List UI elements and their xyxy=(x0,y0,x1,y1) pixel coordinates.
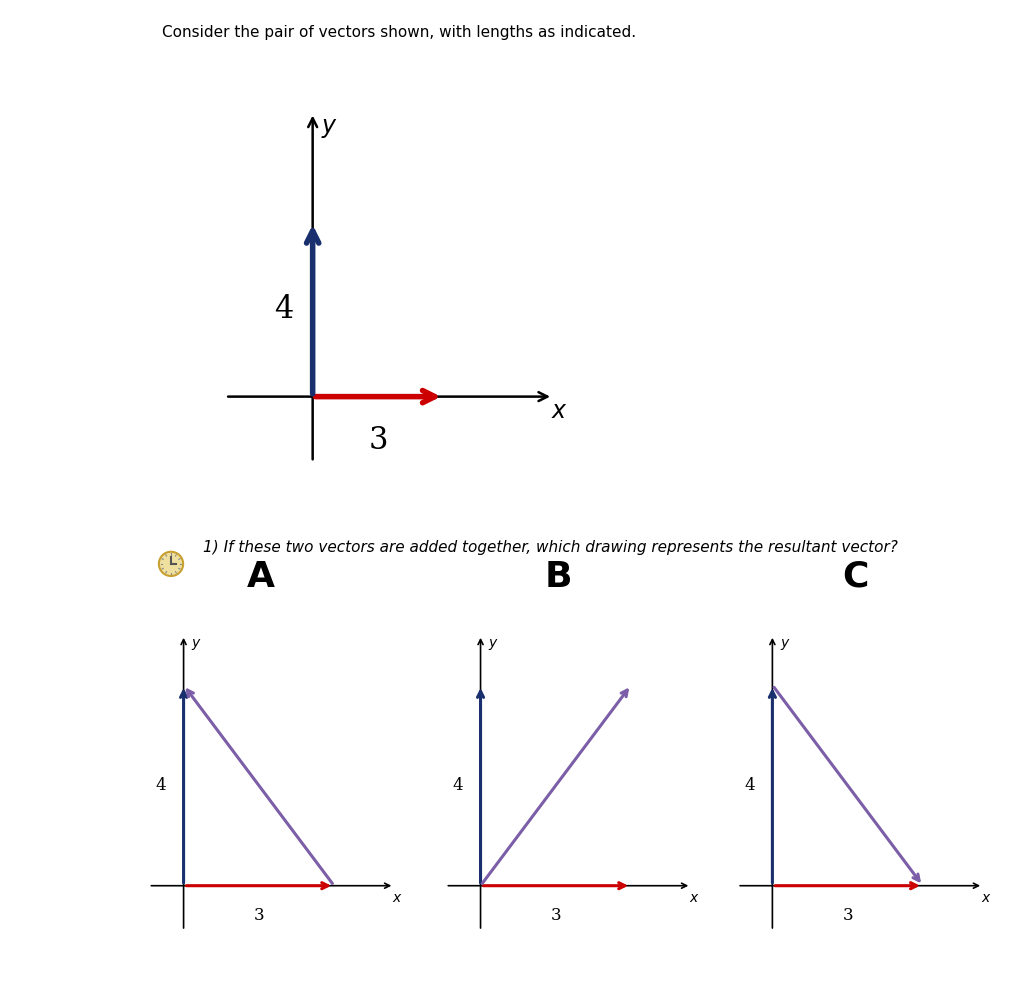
Text: B: B xyxy=(545,560,571,594)
Text: $x$: $x$ xyxy=(392,891,402,905)
Text: $y$: $y$ xyxy=(488,637,499,652)
Text: 3: 3 xyxy=(254,907,264,924)
Text: Consider the pair of vectors shown, with lengths as indicated.: Consider the pair of vectors shown, with… xyxy=(162,25,636,40)
Text: 4: 4 xyxy=(453,777,463,794)
Text: A: A xyxy=(247,560,275,594)
Text: 1) If these two vectors are added together, which drawing represents the resulta: 1) If these two vectors are added togeth… xyxy=(203,540,898,555)
Text: $x$: $x$ xyxy=(689,891,699,905)
Text: $y$: $y$ xyxy=(322,117,338,140)
Text: 4: 4 xyxy=(156,777,166,794)
Text: 3: 3 xyxy=(369,425,388,456)
Text: $x$: $x$ xyxy=(551,400,567,423)
Circle shape xyxy=(159,551,183,577)
Text: C: C xyxy=(842,560,868,594)
Text: 4: 4 xyxy=(273,293,293,325)
Circle shape xyxy=(161,553,181,574)
Text: $y$: $y$ xyxy=(191,637,202,652)
Text: $y$: $y$ xyxy=(780,637,791,652)
Text: 3: 3 xyxy=(551,907,561,924)
Text: 4: 4 xyxy=(744,777,755,794)
Text: 3: 3 xyxy=(843,907,853,924)
Text: $x$: $x$ xyxy=(981,891,991,905)
